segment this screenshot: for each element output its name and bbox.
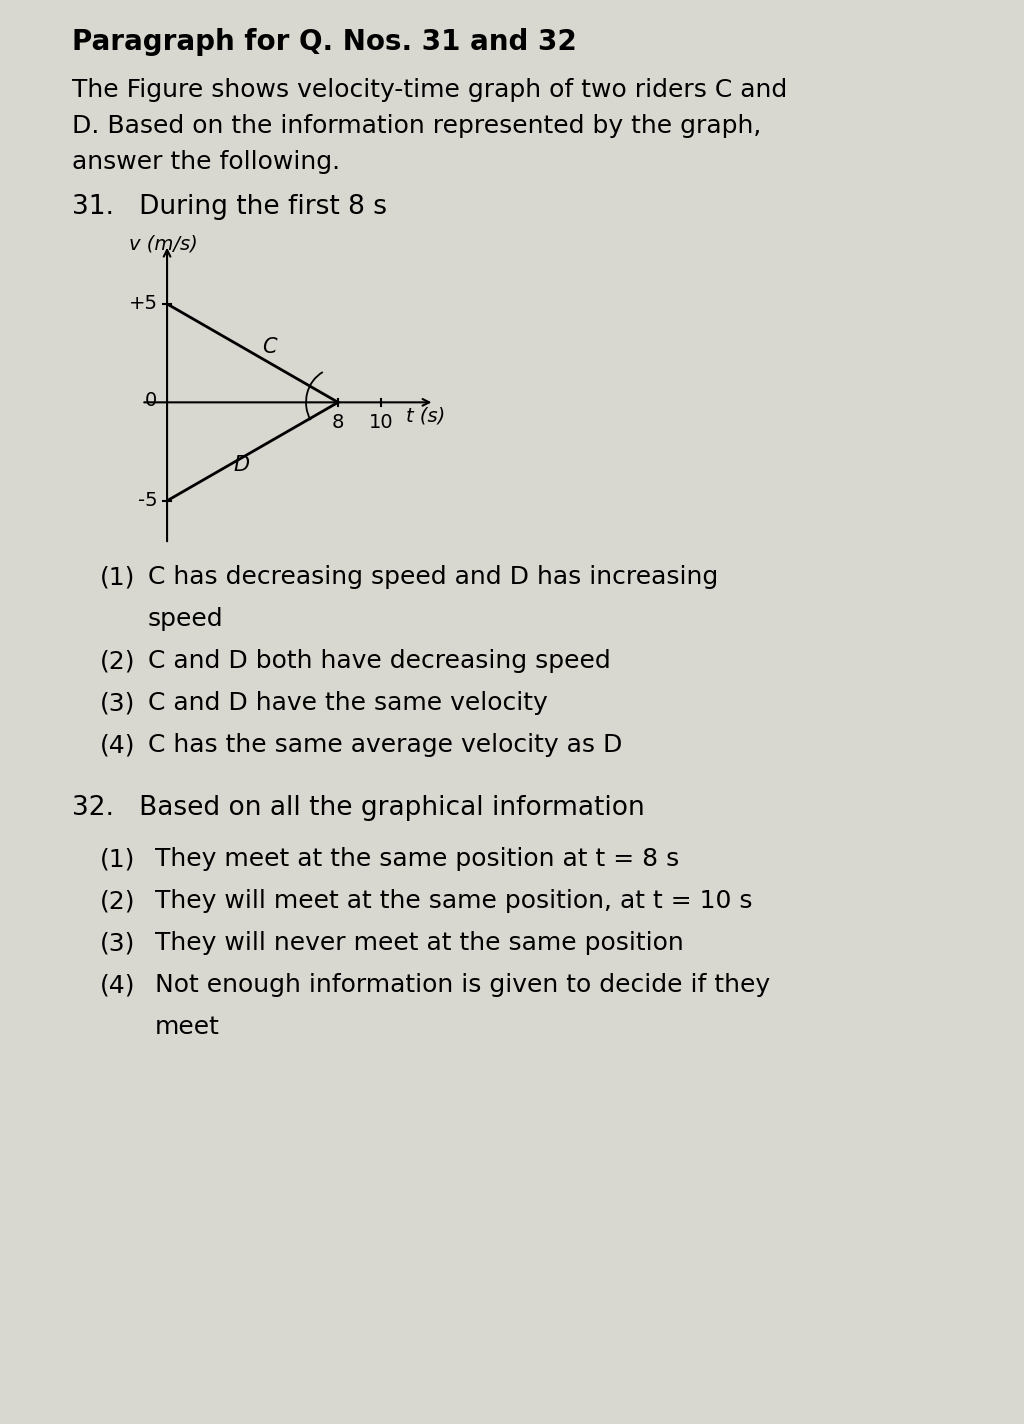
- Text: (3): (3): [100, 691, 135, 715]
- Text: (4): (4): [100, 973, 135, 997]
- Text: 31.   During the first 8 s: 31. During the first 8 s: [72, 194, 387, 219]
- Text: (1): (1): [100, 847, 135, 871]
- Text: (2): (2): [100, 649, 135, 674]
- Text: speed: speed: [148, 607, 223, 631]
- Text: They meet at the same position at t = 8 s: They meet at the same position at t = 8 …: [155, 847, 679, 871]
- Text: (4): (4): [100, 733, 135, 758]
- Text: Not enough information is given to decide if they: Not enough information is given to decid…: [155, 973, 770, 997]
- Text: D: D: [233, 456, 250, 476]
- Text: (1): (1): [100, 565, 135, 590]
- Text: 10: 10: [369, 413, 393, 431]
- Text: -5: -5: [138, 491, 158, 510]
- Text: 8: 8: [332, 413, 344, 431]
- Text: C has the same average velocity as D: C has the same average velocity as D: [148, 733, 623, 758]
- Text: t (s): t (s): [406, 406, 445, 426]
- Text: v (m/s): v (m/s): [129, 235, 198, 253]
- Text: 32.   Based on all the graphical information: 32. Based on all the graphical informati…: [72, 795, 645, 822]
- Text: They will never meet at the same position: They will never meet at the same positio…: [155, 931, 684, 956]
- Text: +5: +5: [128, 295, 158, 313]
- Text: C and D have the same velocity: C and D have the same velocity: [148, 691, 548, 715]
- Text: C: C: [262, 337, 278, 357]
- Text: They will meet at the same position, at t = 10 s: They will meet at the same position, at …: [155, 889, 753, 913]
- Text: Paragraph for Q. Nos. 31 and 32: Paragraph for Q. Nos. 31 and 32: [72, 28, 577, 56]
- Text: answer the following.: answer the following.: [72, 150, 340, 174]
- Text: (2): (2): [100, 889, 135, 913]
- Text: The Figure shows velocity-time graph of two riders C and: The Figure shows velocity-time graph of …: [72, 78, 787, 103]
- Text: D. Based on the information represented by the graph,: D. Based on the information represented …: [72, 114, 762, 138]
- Text: C has decreasing speed and D has increasing: C has decreasing speed and D has increas…: [148, 565, 718, 590]
- Text: (3): (3): [100, 931, 135, 956]
- Text: 0: 0: [145, 390, 158, 410]
- Text: meet: meet: [155, 1015, 220, 1040]
- Text: C and D both have decreasing speed: C and D both have decreasing speed: [148, 649, 610, 674]
